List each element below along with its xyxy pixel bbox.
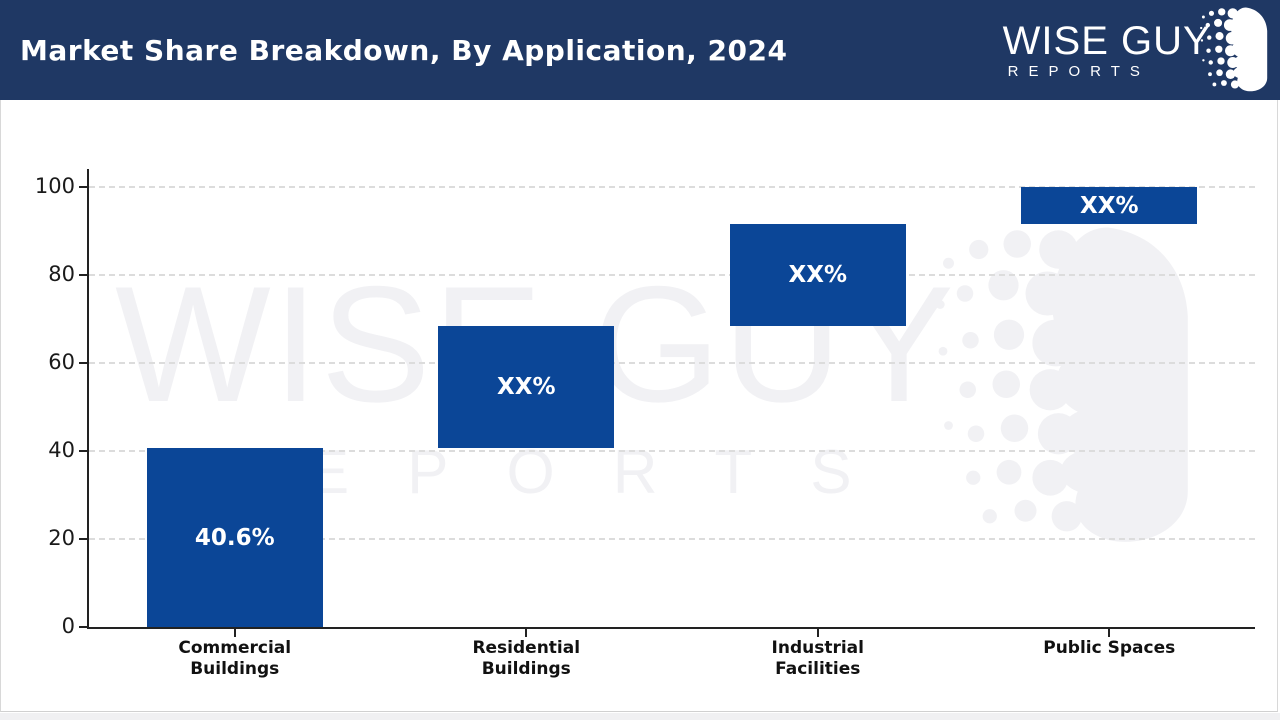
bar-value-label-2: XX% xyxy=(496,373,556,400)
y-axis-tick-60 xyxy=(79,362,87,364)
logo-head-dots-icon xyxy=(1199,7,1267,92)
bar-3 xyxy=(729,224,906,326)
y-axis-tick-20 xyxy=(79,538,87,540)
bar-1 xyxy=(146,448,323,627)
gridline-20 xyxy=(89,538,1255,540)
y-axis-tick-label-80: 80 xyxy=(48,262,75,286)
chart-title: Market Share Breakdown, By Application, … xyxy=(20,34,788,67)
y-axis-tick-label-60: 60 xyxy=(48,350,75,374)
gridline-80 xyxy=(89,274,1255,276)
x-category-label-line: Residential xyxy=(472,638,581,658)
bottom-strip xyxy=(0,713,1280,720)
header-bar: Market Share Breakdown, By Application, … xyxy=(0,0,1280,100)
x-axis-tick-3 xyxy=(816,629,819,637)
logo-wordmark: WISE GUY xyxy=(1002,19,1211,63)
bar-4 xyxy=(1021,187,1198,225)
x-axis-tick-1 xyxy=(233,629,236,637)
x-category-label-line: Buildings xyxy=(481,659,571,679)
y-axis-tick-80 xyxy=(79,274,87,276)
gridline-60 xyxy=(89,362,1255,364)
y-axis-tick-label-40: 40 xyxy=(48,438,75,462)
x-category-label-1: Commercial Buildings xyxy=(120,638,350,680)
y-axis-tick-100 xyxy=(79,186,87,188)
x-axis-line xyxy=(87,627,1255,629)
x-category-label-line: Public Spaces xyxy=(1043,638,1176,658)
logo-reports-text: REPORTS xyxy=(1007,63,1150,80)
y-axis-tick-label-20: 20 xyxy=(48,526,75,550)
x-axis-tick-4 xyxy=(1108,629,1111,637)
x-category-label-line: Facilities xyxy=(775,659,861,679)
logo-text: WISE GUY REPORTS xyxy=(1003,21,1211,79)
x-category-label-2: Residential Buildings xyxy=(411,638,641,680)
bar-value-label-4: XX% xyxy=(1079,192,1139,219)
bar-value-label-1: 40.6% xyxy=(194,524,275,551)
x-axis-tick-2 xyxy=(525,629,528,637)
bar-2 xyxy=(438,325,615,449)
x-category-label-4: Public Spaces xyxy=(994,638,1224,659)
gridline-100 xyxy=(89,186,1255,188)
x-category-label-line: Buildings xyxy=(190,659,280,679)
y-axis-line xyxy=(87,169,89,629)
y-axis-tick-0 xyxy=(79,626,87,628)
brand-logo: WISE GUY REPORTS xyxy=(1003,4,1272,96)
y-axis-tick-40 xyxy=(79,450,87,452)
y-axis-tick-label-0: 0 xyxy=(61,614,75,638)
y-axis-tick-label-100: 100 xyxy=(34,174,75,198)
x-category-label-line: Commercial xyxy=(178,638,292,658)
x-category-label-line: Industrial xyxy=(771,638,864,658)
x-category-label-3: Industrial Facilities xyxy=(703,638,933,680)
bar-value-label-3: XX% xyxy=(788,262,848,288)
gridline-40 xyxy=(89,450,1255,452)
